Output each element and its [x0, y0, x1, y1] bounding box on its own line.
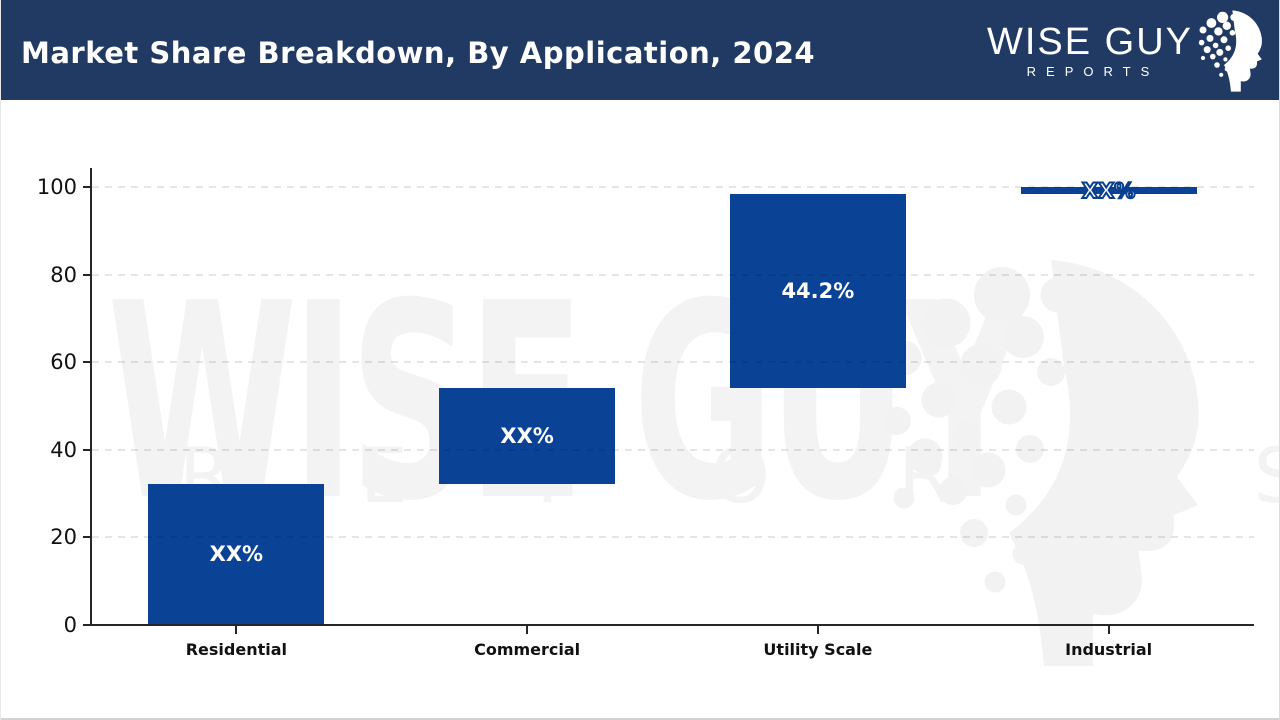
y-tick-mark [83, 186, 91, 188]
y-tick-mark [83, 624, 91, 626]
bar-utility-scale [729, 194, 906, 389]
x-tick-mark [526, 626, 529, 634]
x-axis-spine [90, 624, 1254, 626]
y-tick-label: 100 [36, 175, 77, 199]
y-tick-mark [83, 448, 91, 451]
y-gridline [92, 273, 1254, 276]
logo-wordmark: WISE GUY [986, 21, 1193, 63]
header-band: Market Share Breakdown, By Application, … [1, 0, 1279, 100]
x-tick-label: Industrial [1065, 640, 1153, 659]
y-tick-label: 80 [50, 262, 77, 287]
y-axis-spine [90, 168, 92, 626]
y-gridline [92, 448, 1254, 451]
x-tick-label: Commercial [474, 640, 581, 659]
y-tick-label: 0 [63, 613, 77, 637]
x-tick-mark [1107, 626, 1110, 634]
x-tick-mark [816, 626, 819, 634]
y-tick-mark [83, 536, 91, 539]
page-title: Market Share Breakdown, By Application, … [21, 36, 816, 70]
x-tick-mark [235, 626, 238, 634]
watermark-face-profile-icon [883, 260, 1199, 666]
y-tick-mark [83, 361, 91, 364]
bar-residential [148, 483, 325, 625]
wise-guy-reports-logo: WISE GUY REPORTS [987, 8, 1267, 94]
logo-subtitle: REPORTS [1026, 64, 1160, 79]
y-gridline [92, 186, 1254, 188]
y-tick-label: 40 [50, 437, 77, 462]
y-gridline [92, 536, 1254, 539]
dotted-face-profile-icon [1198, 10, 1262, 92]
bar-value-label: XX% [500, 424, 554, 448]
bar-value-label: 44.2% [781, 279, 855, 304]
page-bottom-edge [1, 718, 1279, 720]
y-tick-label: 60 [50, 350, 77, 375]
y-tick-label: 20 [50, 525, 77, 550]
bar-commercial [439, 388, 616, 484]
logo-text: WISE GUY REPORTS [987, 23, 1193, 79]
bar-value-label: XX% [209, 542, 264, 567]
bar-value-label: XX% [1081, 178, 1136, 204]
y-tick-mark [83, 273, 91, 276]
x-tick-label: Residential [185, 640, 288, 659]
y-gridline [92, 361, 1254, 364]
x-tick-label: Utility Scale [763, 640, 873, 659]
bar-industrial [1020, 187, 1197, 195]
